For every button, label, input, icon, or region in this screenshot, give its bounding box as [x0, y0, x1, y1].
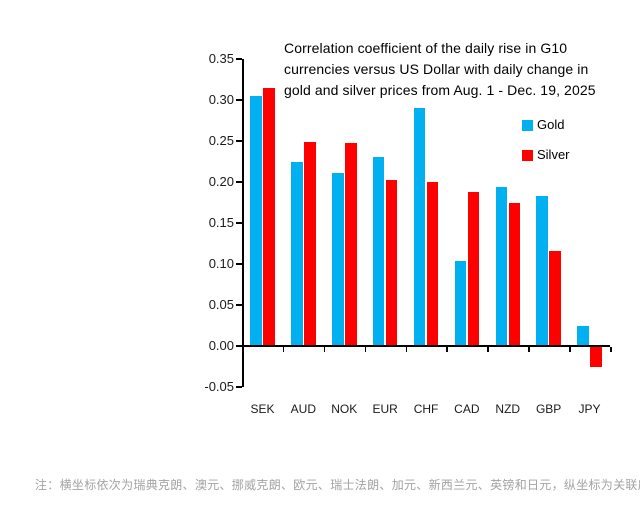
- bar-gold-eur: [372, 156, 385, 346]
- bar-gold-cad: [454, 260, 467, 346]
- bar-silver-nzd: [508, 203, 520, 346]
- bar-gold-aud: [291, 162, 303, 346]
- bar-gold-gbp: [536, 195, 548, 346]
- y-axis-tick-mark: [236, 222, 242, 224]
- y-axis-tick-mark: [236, 99, 242, 101]
- bar-gold-jpy: [577, 325, 589, 346]
- y-axis-tick-mark: [236, 140, 242, 142]
- bar-silver-cad: [467, 191, 480, 346]
- y-axis-tick-label: 0.00: [208, 338, 234, 353]
- x-axis-label-nzd: NZD: [495, 402, 521, 416]
- legend-label-gold: Gold: [537, 117, 565, 132]
- y-axis-tick-mark: [236, 386, 242, 388]
- y-axis-tick-mark: [236, 181, 242, 183]
- x-axis-tick-mark: [405, 347, 408, 352]
- y-axis-tick-label: 0.25: [208, 133, 234, 148]
- x-axis-label-cad: CAD: [454, 402, 480, 416]
- bar-silver-chf: [426, 182, 439, 346]
- legend-item-gold: Gold: [522, 117, 632, 133]
- y-axis-line: [242, 59, 244, 387]
- y-axis-tick-label: 0.10: [208, 256, 234, 271]
- y-axis-tick-label: -0.05: [204, 379, 234, 394]
- bar-silver-sek: [263, 87, 275, 346]
- x-axis-label-nok: NOK: [331, 402, 358, 416]
- y-axis-tick-mark: [236, 263, 242, 265]
- silver-swatch-icon: [522, 149, 533, 161]
- x-axis-label-jpy: JPY: [578, 402, 601, 416]
- x-axis-tick-mark: [323, 347, 326, 352]
- x-axis-label-aud: AUD: [290, 402, 316, 416]
- bar-silver-aud: [304, 141, 316, 346]
- x-axis-label-eur: EUR: [372, 402, 398, 416]
- x-axis-tick-mark: [528, 347, 530, 352]
- y-axis-tick-mark: [236, 58, 242, 60]
- bar-gold-nok: [332, 173, 344, 346]
- y-axis-tick-label: 0.05: [208, 297, 234, 312]
- y-axis-tick-label: 0.15: [208, 215, 234, 230]
- bar-silver-gbp: [549, 250, 561, 346]
- y-axis-tick-mark: [236, 304, 242, 306]
- x-axis-tick-mark: [364, 347, 367, 352]
- x-axis-line: [242, 345, 610, 347]
- legend: Gold Silver: [522, 117, 632, 177]
- x-axis-label-gbp: GBP: [535, 402, 562, 416]
- gold-swatch-icon: [522, 119, 533, 131]
- chart-title: Correlation coefficient of the daily ris…: [284, 40, 596, 98]
- bar-silver-eur: [385, 179, 398, 346]
- y-axis-tick-label: 0.35: [208, 51, 234, 66]
- bar-silver-nok: [345, 142, 357, 346]
- x-axis-label-chf: CHF: [413, 402, 439, 416]
- x-axis-tick-mark: [569, 347, 571, 352]
- legend-item-silver: Silver: [522, 147, 632, 163]
- bar-gold-nzd: [495, 186, 507, 346]
- x-axis-label-sek: SEK: [250, 402, 275, 416]
- y-axis-tick-label: 0.30: [208, 92, 234, 107]
- bar-gold-chf: [413, 108, 426, 346]
- legend-label-silver: Silver: [537, 147, 570, 162]
- x-axis-tick-mark: [446, 347, 448, 352]
- footnote: 注：横坐标依次为瑞典克朗、澳元、挪威克朗、欧元、瑞士法朗、加元、新西兰元、英镑和…: [35, 478, 640, 492]
- y-axis-tick-mark: [236, 345, 242, 347]
- x-axis-tick-mark: [487, 347, 489, 352]
- bar-silver-jpy: [590, 346, 602, 367]
- y-axis-tick-label: 0.20: [208, 174, 234, 189]
- bar-gold-sek: [250, 95, 262, 346]
- x-axis-tick-mark: [282, 347, 285, 352]
- x-axis-tick-mark: [610, 347, 612, 352]
